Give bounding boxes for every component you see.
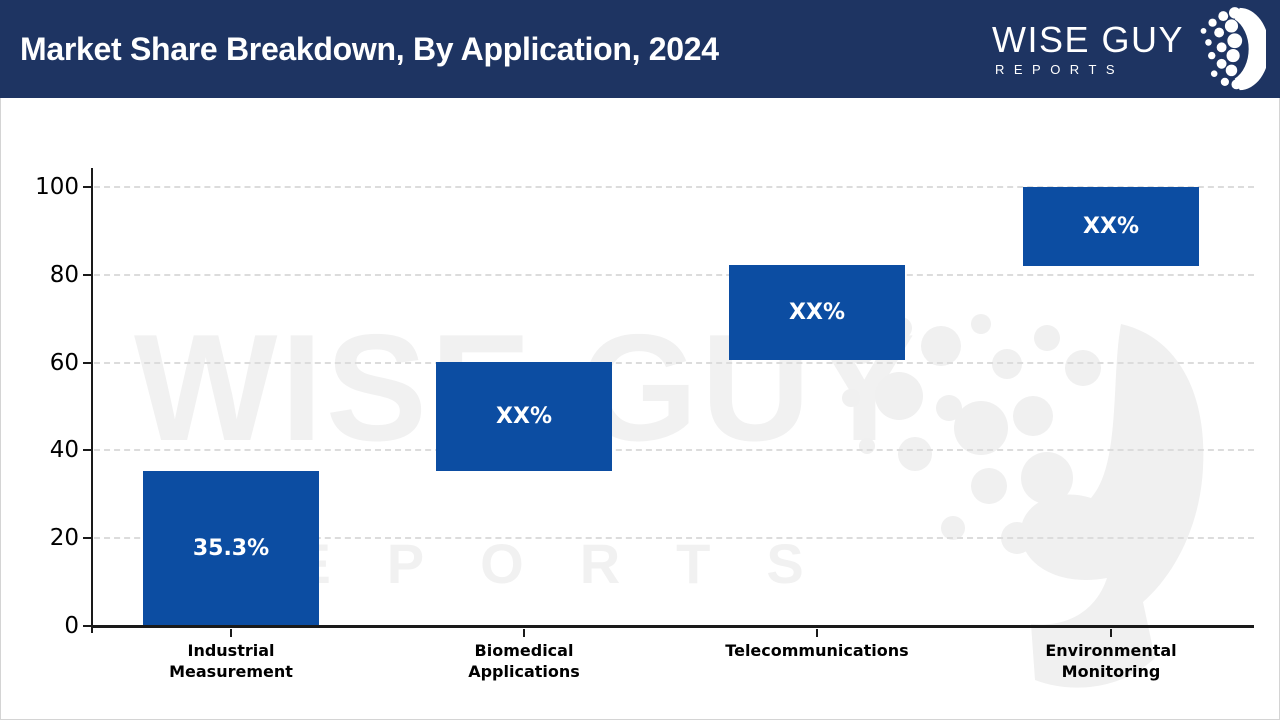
y-axis-tick-label: 80 (49, 261, 79, 288)
y-axis-tick-label: 20 (49, 525, 79, 552)
y-axis-tick-mark (83, 273, 92, 276)
page-title: Market Share Breakdown, By Application, … (20, 30, 719, 67)
y-axis-tick-mark (83, 625, 92, 627)
y-axis-tick-label: 60 (49, 349, 79, 376)
y-axis-tick-mark (83, 361, 92, 364)
y-axis-tick-label: 100 (35, 174, 79, 200)
wise-guy-reports-logo: WISE GUY REPORTS (992, 6, 1266, 92)
x-axis-tick-mark (230, 629, 232, 637)
x-axis-category-industrial-measurement: Industrial Measurement (169, 641, 293, 681)
bar-telecommunications: XX% (729, 265, 905, 361)
bar-value-label: XX% (496, 403, 552, 429)
x-axis-category-telecommunications: Telecommunications (725, 641, 909, 660)
y-axis-tick-mark (83, 186, 92, 188)
bar-value-label: 35.3% (192, 536, 270, 561)
bar-biomedical-applications: XX% (436, 361, 612, 472)
y-axis-tick-mark (83, 449, 92, 452)
bar-value-label: XX% (1083, 213, 1139, 239)
y-axis-tick-label: 40 (49, 437, 79, 464)
bar-industrial-measurement: 35.3% (143, 471, 319, 626)
y-axis-tick-mark (83, 537, 92, 540)
gridline-20 (94, 537, 1254, 540)
logo-text: WISE GUY REPORTS (991, 18, 1184, 77)
y-axis-tick-label: 0 (64, 613, 79, 639)
x-axis-tick-mark (816, 629, 818, 637)
x-axis-spine (91, 625, 1254, 628)
x-axis-category-environmental-monitoring: Environmental Monitoring (1045, 641, 1177, 681)
header-bar: Market Share Breakdown, By Application, … (0, 0, 1280, 98)
x-axis-tick-mark (1110, 629, 1112, 637)
bar-value-label: XX% (789, 300, 845, 326)
y-axis-spine (91, 168, 93, 633)
gridline-100 (94, 186, 1254, 188)
chart-body: WISE GUY REPORTS 0 20 40 60 80 100 35.3% XX% XX%… (0, 98, 1280, 720)
gridline-40 (94, 449, 1254, 452)
gridline-60 (94, 361, 1254, 364)
bar-environmental-monitoring: XX% (1023, 187, 1199, 266)
gridline-80 (94, 273, 1254, 276)
x-axis-tick-mark (523, 629, 525, 637)
logo-brand-name: WISE GUY (991, 18, 1184, 60)
logo-brand-subtitle: REPORTS (994, 61, 1125, 77)
logo-head-icon (1200, 7, 1266, 91)
x-axis-category-biomedical-applications: Biomedical Applications (468, 641, 580, 681)
